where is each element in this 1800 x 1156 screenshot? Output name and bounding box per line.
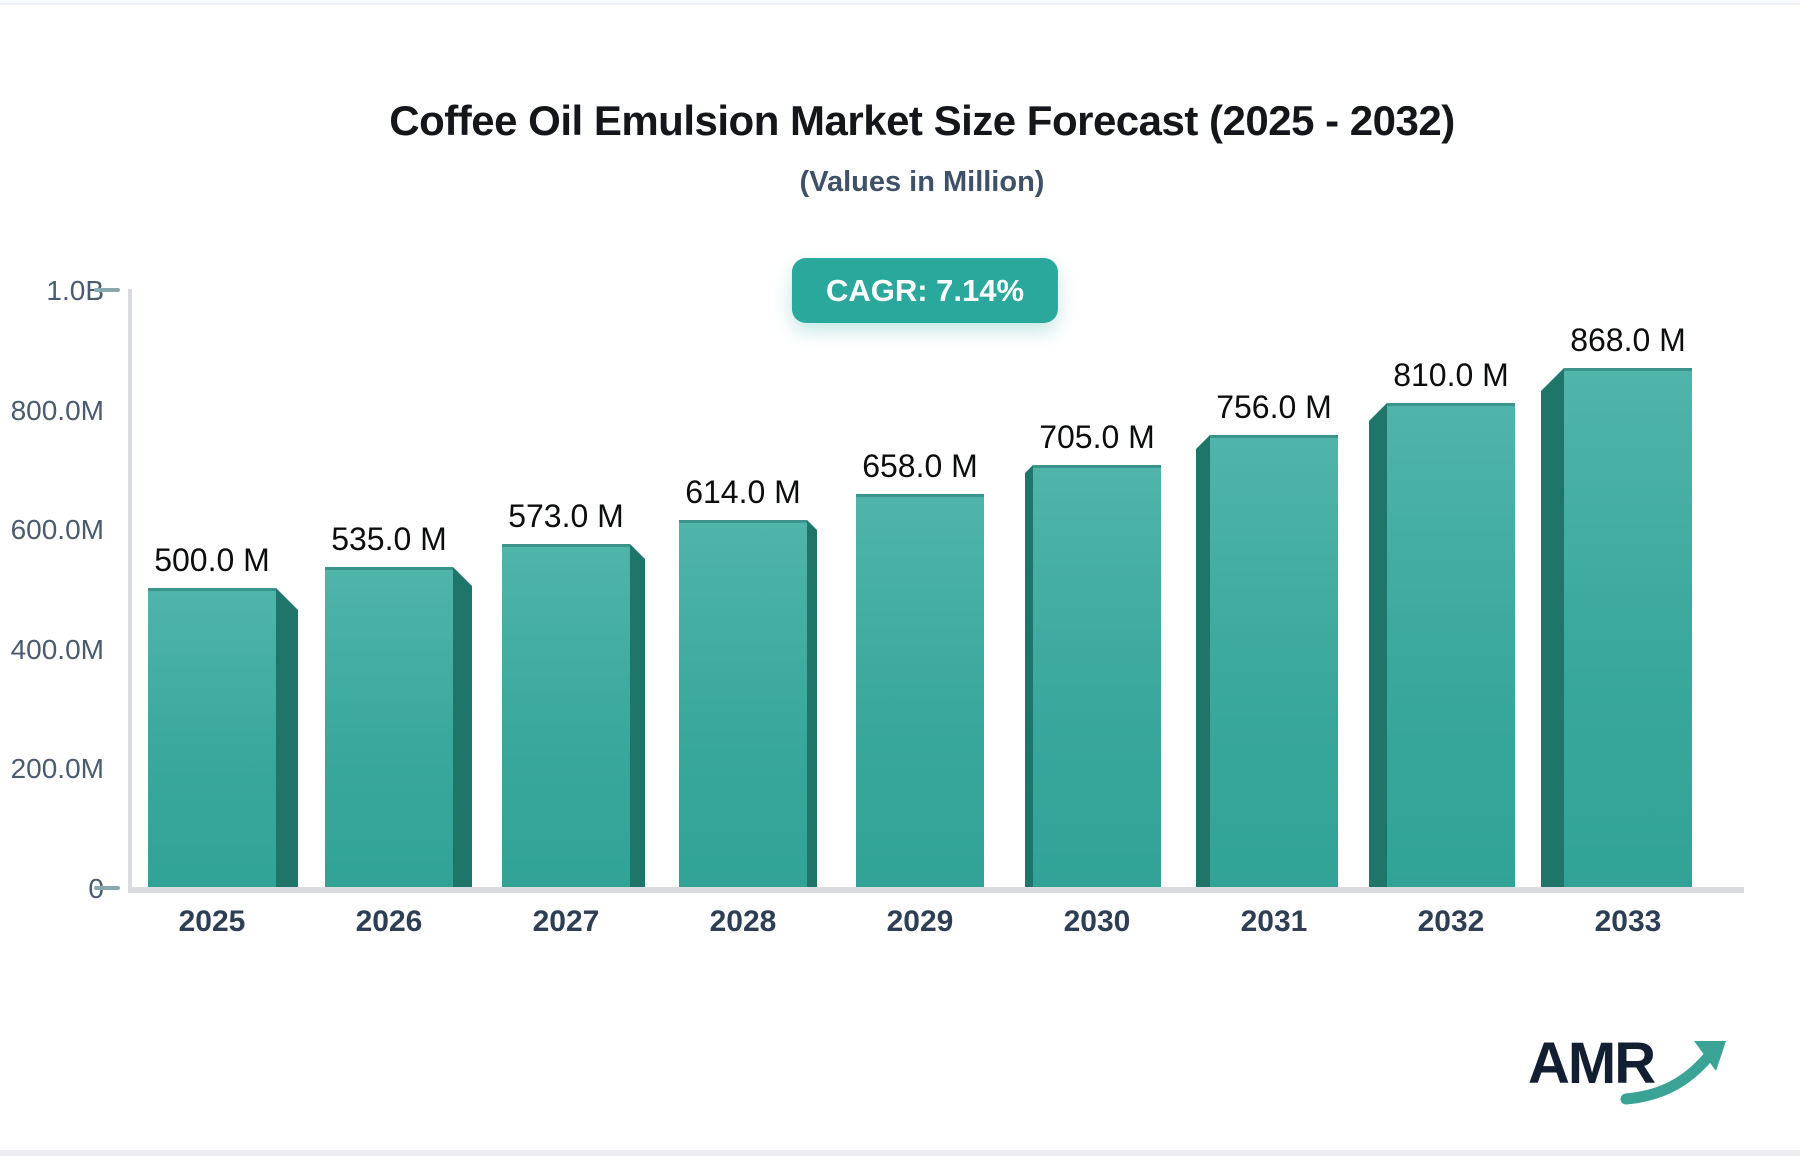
growth-arrow-icon [1620,1041,1726,1105]
bar-2026-3d-side [453,567,472,887]
y-axis-line [128,289,132,891]
bar-2029 [856,494,984,887]
x-tick-label-2032: 2032 [1417,905,1485,938]
x-tick-label-2033: 2033 [1594,905,1662,938]
brand-logo: AMR [1528,1031,1728,1111]
chart-title: Coffee Oil Emulsion Market Size Forecast… [389,97,1455,144]
y-tick-label: 800.0M [10,394,104,426]
bar-2027-3d-side [630,544,645,887]
bar-value-label: 756.0 M [1216,389,1332,425]
y-tick-label: 200.0M [10,753,104,785]
y-tick-label: 0 [0,873,104,905]
bar-2033-3d-side [1541,368,1564,887]
x-tick-label-2026: 2026 [355,905,423,938]
x-axis-line [128,887,1744,893]
bar-2032 [1387,403,1515,887]
y-tick-mark [94,886,120,890]
x-tick-label-2027: 2027 [532,905,600,938]
bar-2030 [1033,465,1161,887]
bar-2032-3d-side [1369,403,1387,887]
bar-2027 [502,544,630,887]
y-tick-label: 600.0M [10,514,104,546]
bar-2031-3d-side [1196,435,1210,887]
x-tick-label-2029: 2029 [886,905,954,938]
x-tick-label-2028: 2028 [709,905,777,938]
x-tick-label-2030: 2030 [1063,905,1131,938]
bar-value-label: 535.0 M [331,521,447,557]
bar-2033 [1564,368,1692,887]
x-tick-label-2025: 2025 [178,905,246,938]
bar-value-label: 810.0 M [1393,357,1509,393]
bar-value-label: 573.0 M [508,498,624,534]
bar-value-label: 868.0 M [1570,322,1686,358]
top-edge-divider [0,3,1800,5]
bar-2025-3d-side [276,588,298,887]
bar-2026 [325,567,453,887]
y-tick-label: 1.0B [46,275,104,306]
x-tick-label-2031: 2031 [1240,905,1308,938]
bar-2030-3d-side [1025,465,1033,887]
bottom-edge-divider [0,1150,1800,1156]
bar-value-label: 500.0 M [154,542,270,578]
bar-value-label: 658.0 M [862,448,978,484]
bar-2031 [1210,435,1338,887]
cagr-badge: CAGR: 7.14% [791,258,1059,323]
brand-logo-text: AMR [1528,1031,1656,1096]
y-tick-mark [94,288,120,292]
bar-2025 [148,588,276,887]
chart-subtitle: (Values in Million) [799,166,1045,198]
bar-value-label: 614.0 M [685,474,801,510]
bar-value-label: 705.0 M [1039,419,1155,455]
cagr-badge-label: CAGR: 7.14% [825,272,1025,308]
y-tick-label: 400.0M [10,633,104,665]
bar-2028 [679,520,807,887]
bar-2028-3d-side [807,520,817,887]
